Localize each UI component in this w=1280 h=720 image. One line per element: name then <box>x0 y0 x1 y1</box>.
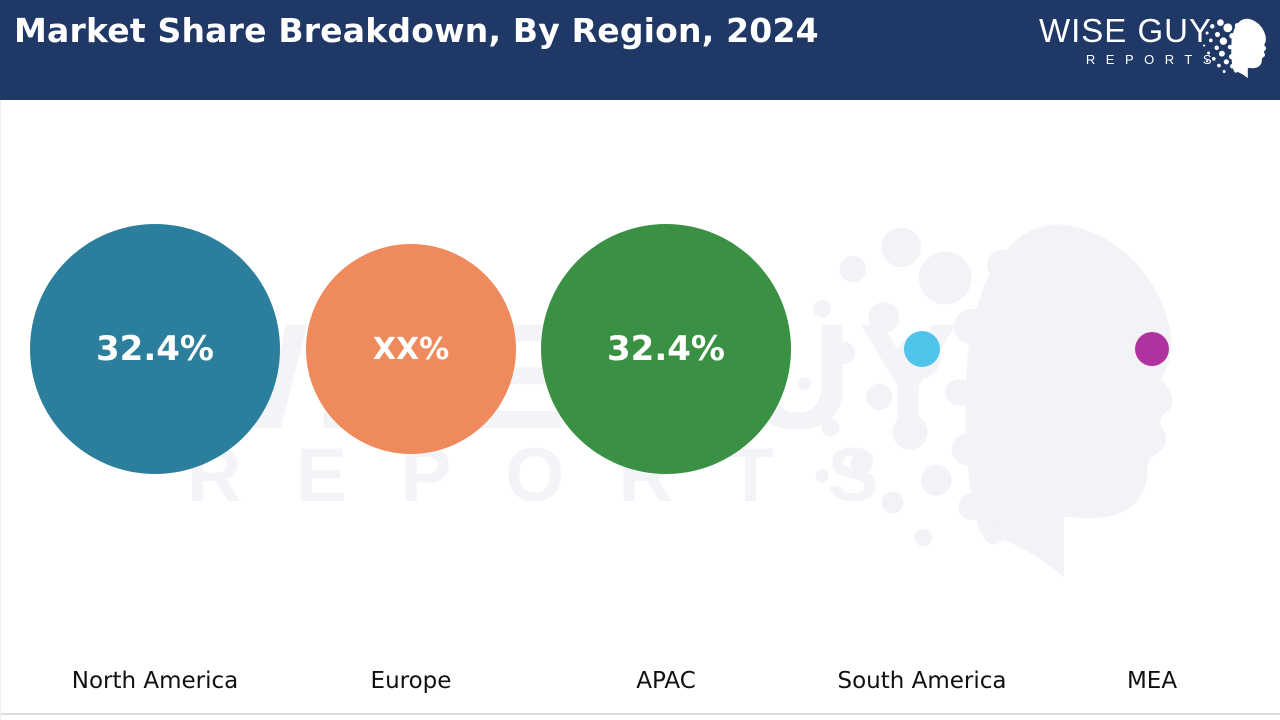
bottom-divider <box>1 713 1280 715</box>
category-label-apac: APAC <box>636 668 696 694</box>
category-label-south-america: South America <box>837 668 1007 694</box>
bubble-north-america: 32.4% <box>30 224 280 474</box>
wise-guy-logo: WISE GUY REPORTS <box>1039 6 1270 92</box>
logo-text: WISE GUY REPORTS <box>1038 12 1212 66</box>
bubble-mea <box>1135 332 1169 366</box>
category-label-north-america: North America <box>71 668 239 694</box>
bubble-apac: 32.4% <box>541 224 791 474</box>
category-label-europe: Europe <box>370 668 452 694</box>
category-label-mea: MEA <box>1126 668 1178 694</box>
bubble-south-america <box>904 331 940 367</box>
bubble-chart: WISE GUY REPORTS 32.4% XX% 32.4% North A… <box>0 100 1280 720</box>
logo-wordmark: WISE GUY <box>1038 12 1212 49</box>
logo-subtitle: REPORTS <box>1085 51 1222 67</box>
bubble-value-europe: XX% <box>372 331 450 367</box>
bubble-europe: XX% <box>306 244 516 454</box>
watermark-head-profile-icon <box>756 212 1196 608</box>
bubble-value-north-america: 32.4% <box>96 329 214 369</box>
bubble-value-apac: 32.4% <box>607 329 725 369</box>
header: Market Share Breakdown, By Region, 2024 … <box>0 0 1280 100</box>
page-title: Market Share Breakdown, By Region, 2024 <box>14 11 819 50</box>
watermark-subtitle: REPORTS <box>187 433 933 518</box>
head-profile-icon <box>1196 8 1270 92</box>
